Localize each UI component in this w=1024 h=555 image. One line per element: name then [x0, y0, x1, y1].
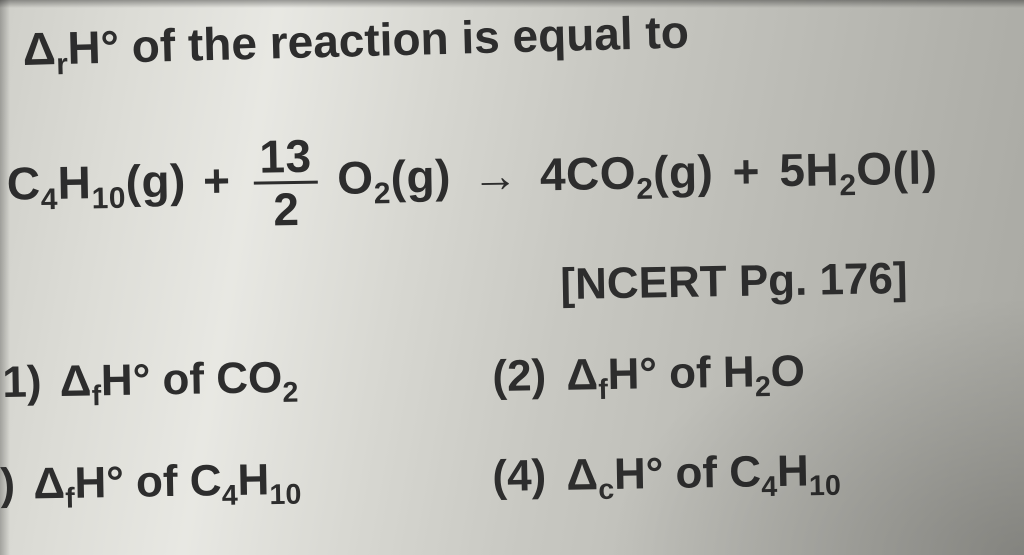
option-3: ) ΔfH° of C4H10: [0, 455, 301, 510]
eq-plus2: +: [732, 145, 760, 197]
eq-fraction: 13 2: [253, 133, 319, 233]
eq-o: O: [337, 151, 374, 204]
question-stem: ΔrH° of the reaction is equal to: [22, 5, 689, 76]
eq-o-state: (g): [390, 150, 451, 203]
option-2-delta: Δ: [566, 350, 598, 400]
eq-h-sub: 10: [91, 182, 126, 216]
eq-co-sub: 2: [636, 173, 654, 206]
eq-h2: H: [805, 143, 840, 196]
eq-c-sub1: 4: [41, 183, 59, 216]
eq-coef2: 5: [779, 144, 806, 196]
option-1-delta: Δ: [59, 356, 91, 406]
option-3-mid: H° of C: [74, 456, 222, 508]
option-4-tailsub2: 10: [809, 470, 841, 503]
page-vignette: [604, 295, 1024, 555]
option-4-delta: Δ: [566, 450, 598, 500]
page-shadow-top: [0, 0, 1024, 8]
eq-co: CO: [566, 147, 637, 200]
reaction-equation: C4H10(g) + 13 2 O2(g) → 4CO2(g) + 5H2O(l…: [6, 122, 938, 237]
eq-h: H: [57, 156, 92, 209]
eq-state1: (g): [125, 155, 186, 208]
eq-co-state: (g): [653, 145, 714, 198]
eq-coef1: 4: [539, 148, 566, 200]
option-4-tailsub1: 4: [761, 471, 777, 503]
eq-c: C: [6, 157, 41, 210]
option-4-tailmid: H: [777, 446, 810, 496]
eq-h2o-tail: O(l): [856, 141, 938, 194]
eq-o-sub: 2: [374, 177, 392, 210]
eq-h2-sub: 2: [839, 169, 857, 202]
option-4-sub: c: [598, 474, 614, 506]
option-4-mid: H° of C: [614, 447, 762, 499]
option-2: (2) ΔfH° of H2O: [492, 347, 805, 402]
delta-subscript: r: [56, 48, 69, 81]
option-3-tailmid: H: [237, 455, 270, 505]
option-3-sub: f: [65, 483, 75, 515]
option-1-mid: H° of CO: [101, 353, 283, 405]
stem-text: H° of the reaction is equal to: [67, 6, 690, 74]
option-4: (4) ΔcH° of C4H10: [492, 446, 841, 502]
option-1-sub: f: [91, 380, 101, 412]
eq-frac-den: 2: [254, 181, 319, 233]
option-2-number: (2): [492, 351, 547, 401]
option-1-tailsub: 2: [282, 377, 298, 409]
reference-text: [NCERT Pg. 176]: [560, 254, 908, 309]
eq-plus1: +: [203, 154, 231, 206]
option-1: 1) ΔfH° of CO2: [2, 353, 299, 408]
eq-frac-num: 13: [253, 133, 318, 182]
option-2-mid: H° of H: [607, 347, 755, 399]
option-2-tail: O: [770, 347, 805, 397]
delta-symbol: Δ: [22, 22, 56, 75]
option-2-tailsub: 2: [755, 371, 771, 403]
option-3-number: ): [0, 460, 16, 509]
eq-arrow: →: [472, 149, 519, 202]
option-3-delta: Δ: [33, 459, 65, 509]
option-1-number: 1): [2, 357, 42, 407]
option-4-number: (4): [492, 451, 547, 501]
page: ΔrH° of the reaction is equal to C4H10(g…: [0, 0, 1024, 555]
option-3-tailsub2: 10: [269, 479, 301, 512]
ncert-reference: [NCERT Pg. 176]: [560, 254, 908, 310]
option-3-tailsub1: 4: [222, 480, 238, 512]
